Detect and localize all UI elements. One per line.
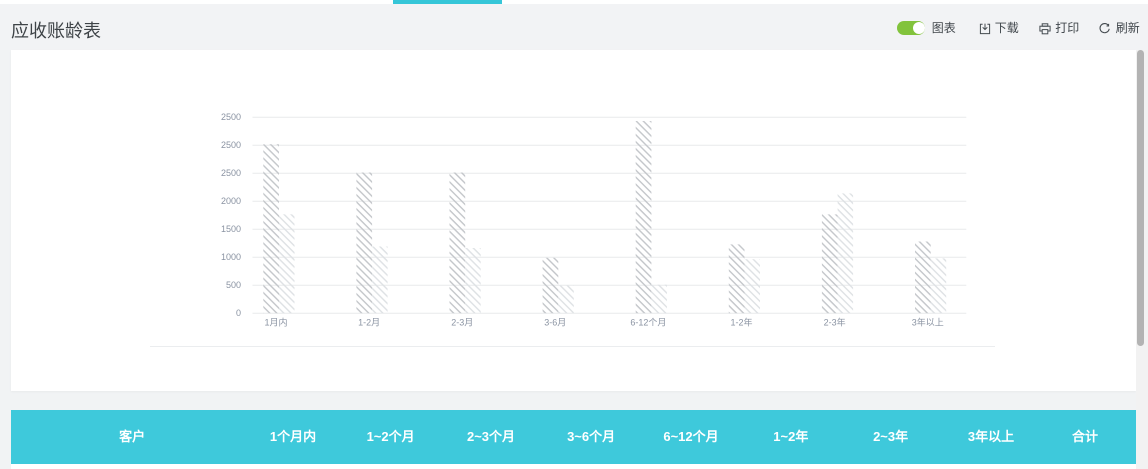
svg-text:3年以上: 3年以上	[912, 317, 944, 328]
svg-text:0: 0	[236, 308, 241, 318]
svg-text:500: 500	[226, 280, 241, 290]
svg-text:6-12个月: 6-12个月	[630, 318, 666, 328]
svg-text:2-3月: 2-3月	[451, 318, 473, 328]
svg-text:2500: 2500	[221, 168, 241, 178]
svg-text:1-2月: 1-2月	[358, 318, 380, 328]
svg-text:1月内: 1月内	[264, 317, 287, 328]
svg-text:1000: 1000	[221, 252, 241, 262]
svg-text:3-6月: 3-6月	[544, 318, 566, 328]
svg-text:2500: 2500	[221, 140, 241, 150]
svg-text:2500: 2500	[221, 112, 241, 122]
svg-text:2-3年: 2-3年	[824, 317, 846, 328]
svg-text:1500: 1500	[221, 224, 241, 234]
svg-text:1-2年: 1-2年	[730, 317, 752, 328]
svg-text:2000: 2000	[221, 196, 241, 206]
